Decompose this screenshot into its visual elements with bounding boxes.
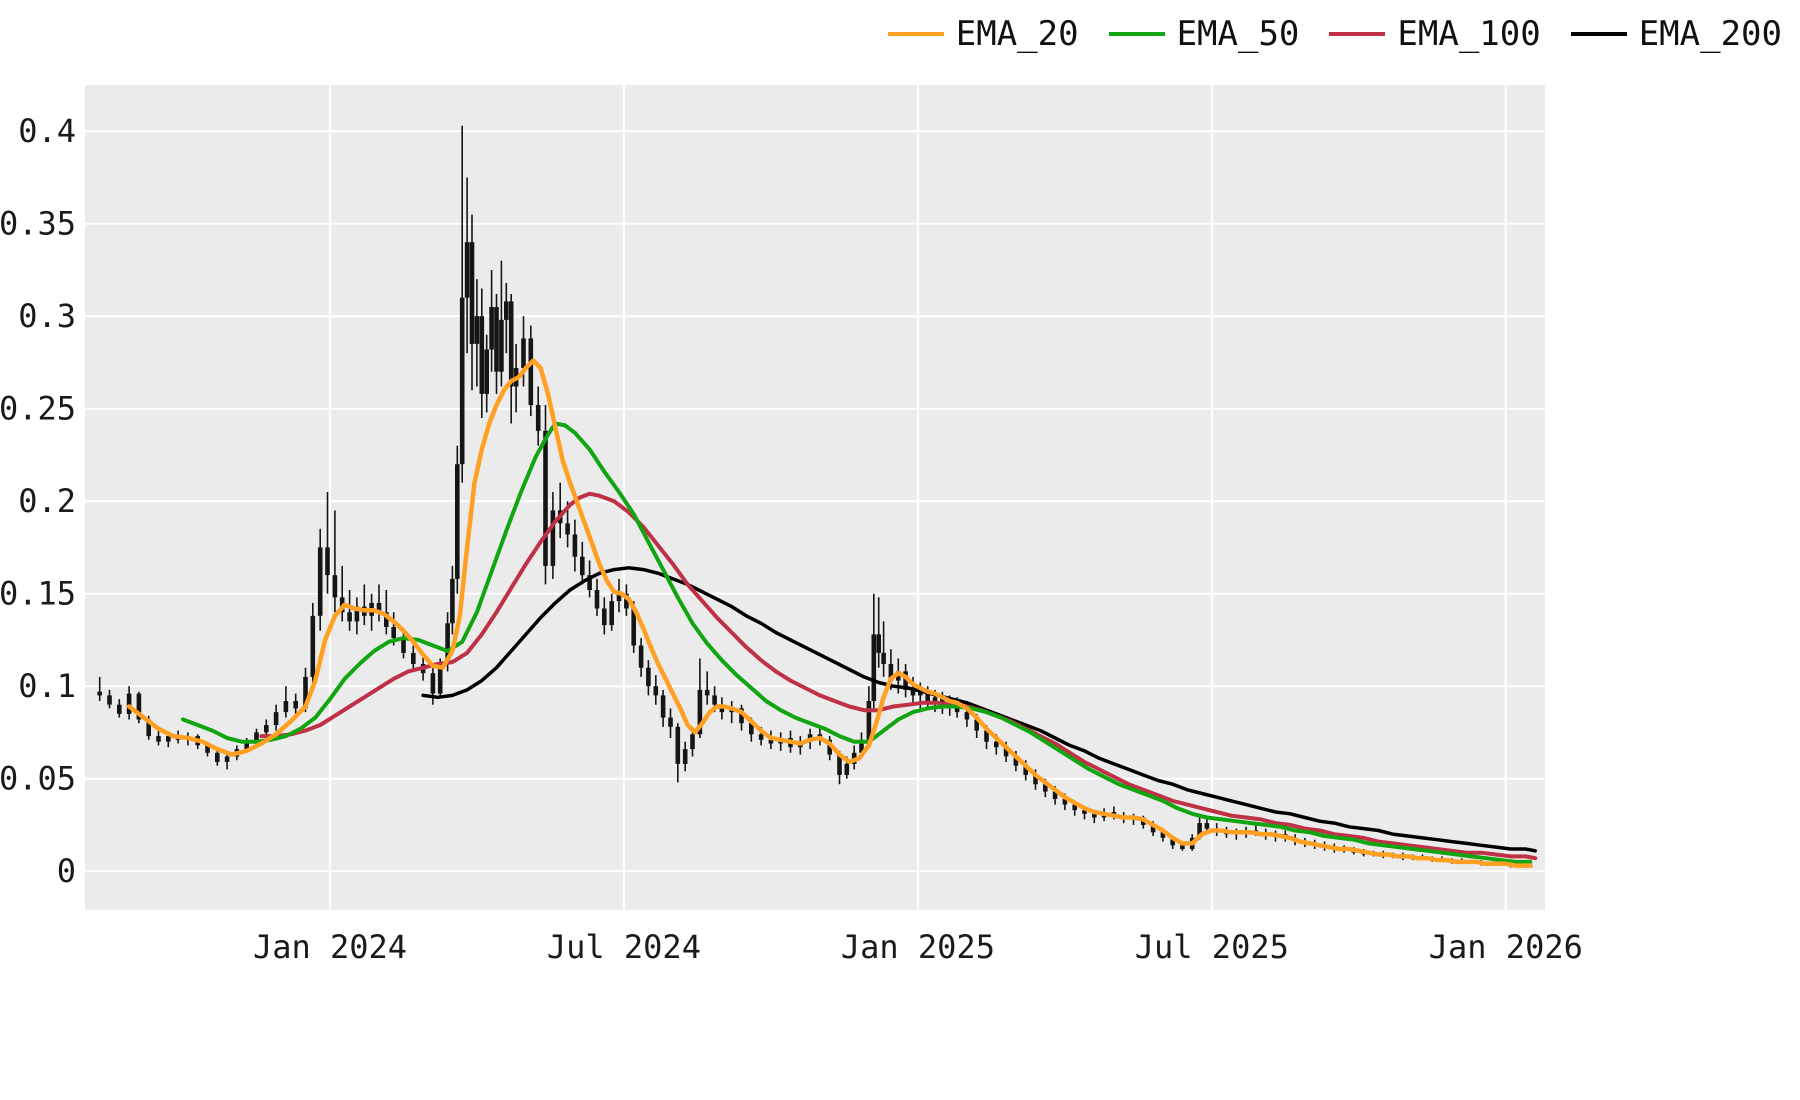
y-axis-labels: 0 0.05 0.1 0.15 0.2 0.25 0.3 0.35 0.4 — [0, 112, 76, 890]
candlestick-series — [97, 125, 1533, 868]
legend-item-ema-20: EMA_20 — [887, 14, 1079, 54]
legend-label-ema-20: EMA_20 — [955, 14, 1079, 54]
legend-label-ema-50: EMA_50 — [1176, 14, 1300, 54]
svg-text:0.05: 0.05 — [0, 760, 76, 798]
svg-text:0.4: 0.4 — [18, 112, 76, 150]
plot-area — [85, 85, 1545, 910]
svg-text:0.35: 0.35 — [0, 205, 76, 243]
legend-item-ema-200: EMA_200 — [1570, 14, 1782, 54]
legend-label-ema-200: EMA_200 — [1638, 14, 1782, 54]
ema-200-line-swatch — [1570, 32, 1627, 36]
ema-20-line-swatch — [887, 32, 944, 36]
legend-item-ema-100: EMA_100 — [1329, 14, 1541, 54]
svg-text:0: 0 — [57, 852, 76, 890]
svg-text:Jan 2025: Jan 2025 — [841, 928, 995, 966]
ema-100-line — [259, 491, 1538, 861]
gridlines — [85, 85, 1545, 910]
svg-text:Jan 2024: Jan 2024 — [253, 928, 407, 966]
svg-text:Jul 2025: Jul 2025 — [1135, 928, 1289, 966]
svg-text:0.1: 0.1 — [18, 667, 76, 705]
svg-text:Jan 2026: Jan 2026 — [1429, 928, 1583, 966]
chart-legend: EMA_20 EMA_50 EMA_100 EMA_200 — [0, 14, 1800, 54]
legend-item-ema-50: EMA_50 — [1108, 14, 1300, 54]
legend-label-ema-100: EMA_100 — [1397, 14, 1541, 54]
svg-text:0.3: 0.3 — [18, 297, 76, 335]
svg-text:0.25: 0.25 — [0, 390, 76, 428]
ema-50-line-swatch — [1108, 32, 1165, 36]
svg-text:Jul 2024: Jul 2024 — [547, 928, 701, 966]
svg-text:0.15: 0.15 — [0, 575, 76, 613]
svg-text:0.2: 0.2 — [18, 482, 76, 520]
ema-100-line-swatch — [1329, 32, 1386, 36]
ema-20-line — [126, 358, 1533, 868]
x-axis-labels: Jan 2024 Jul 2024 Jan 2025 Jul 2025 Jan 2026 — [253, 928, 1583, 966]
